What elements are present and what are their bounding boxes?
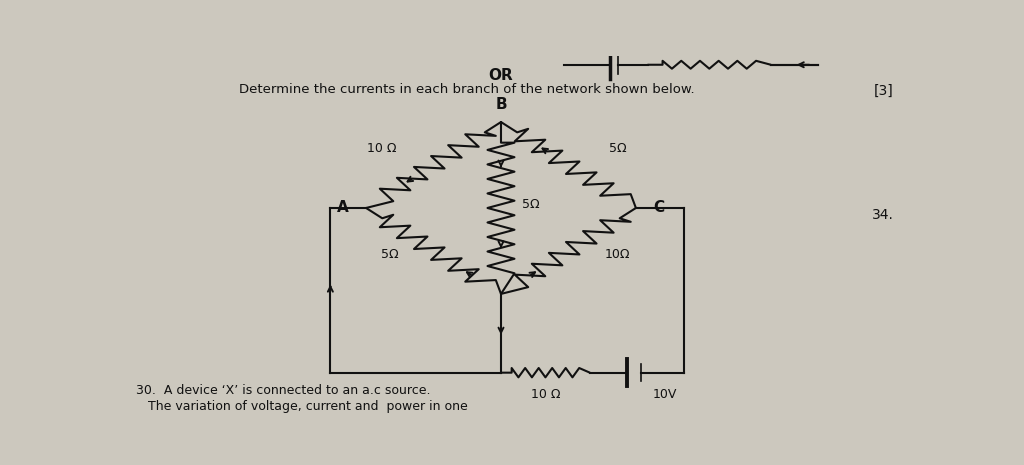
Text: OR: OR xyxy=(488,68,513,83)
Text: 10V: 10V xyxy=(652,388,677,401)
Text: C: C xyxy=(653,200,665,215)
Text: [3]: [3] xyxy=(874,83,894,97)
Text: 10 Ω: 10 Ω xyxy=(530,388,560,401)
Text: 5Ω: 5Ω xyxy=(522,198,540,211)
Text: A: A xyxy=(337,200,348,215)
Text: The variation of voltage, current and  power in one: The variation of voltage, current and po… xyxy=(147,400,468,413)
Text: 30.  A device ‘X’ is connected to an a.c source.: 30. A device ‘X’ is connected to an a.c … xyxy=(136,385,430,398)
Text: B: B xyxy=(496,97,507,113)
Text: 5Ω: 5Ω xyxy=(609,142,627,155)
Text: 5Ω: 5Ω xyxy=(381,248,398,261)
Text: Determine the currents in each branch of the network shown below.: Determine the currents in each branch of… xyxy=(240,83,694,96)
Text: 10Ω: 10Ω xyxy=(605,248,631,261)
Text: 34.: 34. xyxy=(872,208,894,222)
Text: 10 Ω: 10 Ω xyxy=(368,142,396,155)
